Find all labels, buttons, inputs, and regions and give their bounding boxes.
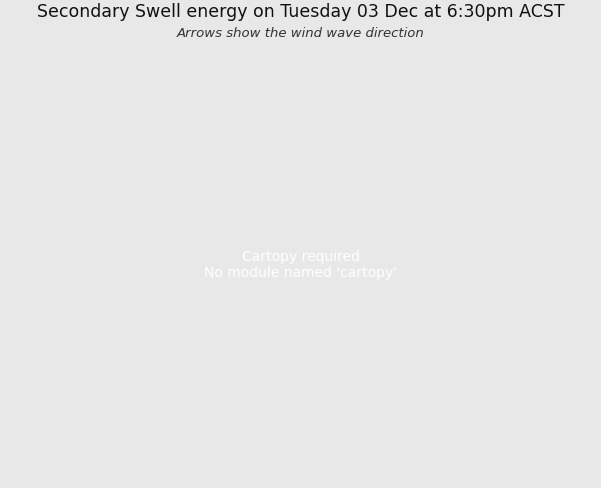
- Text: Arrows show the wind wave direction: Arrows show the wind wave direction: [177, 27, 424, 40]
- Text: Secondary Swell energy on Tuesday 03 Dec at 6:30pm ACST: Secondary Swell energy on Tuesday 03 Dec…: [37, 3, 564, 21]
- Text: Cartopy required
No module named 'cartopy': Cartopy required No module named 'cartop…: [204, 250, 397, 280]
